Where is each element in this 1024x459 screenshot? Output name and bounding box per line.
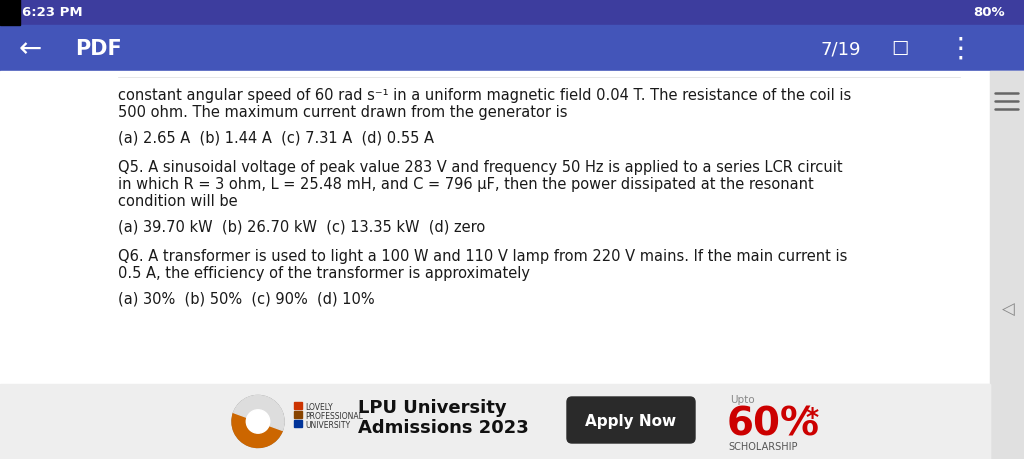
Circle shape [247,410,269,433]
Text: ⋮: ⋮ [946,35,974,63]
Bar [0,0,1024,26]
Circle shape [232,396,284,448]
Bar [710,384,990,459]
Text: 6:23 PM: 6:23 PM [22,6,83,19]
Text: 0.5 A, the efficiency of the transformer is approximately: 0.5 A, the efficiency of the transformer… [118,265,530,280]
Text: PDF: PDF [75,39,122,59]
Text: (a) 39.70 kW  (b) 26.70 kW  (c) 13.35 kW  (d) zero: (a) 39.70 kW (b) 26.70 kW (c) 13.35 kW (… [118,219,485,235]
Bar [990,72,1024,459]
FancyBboxPatch shape [567,397,695,443]
Text: in which R = 3 ohm, L = 25.48 mH, and C = 796 μF, then the power dissipated at t: in which R = 3 ohm, L = 25.48 mH, and C … [118,177,814,191]
Text: Q6. A transformer is used to light a 100 W and 110 V lamp from 220 V mains. If t: Q6. A transformer is used to light a 100… [118,248,848,263]
Text: condition will be: condition will be [118,194,238,208]
Bar [294,420,302,427]
Text: constant angular speed of 60 rad s⁻¹ in a uniform magnetic field 0.04 T. The res: constant angular speed of 60 rad s⁻¹ in … [118,88,851,103]
Text: (a) 30%  (b) 50%  (c) 90%  (d) 10%: (a) 30% (b) 50% (c) 90% (d) 10% [118,291,375,306]
Text: 80%: 80% [974,6,1005,19]
Text: *: * [806,405,819,429]
Text: 7/19: 7/19 [820,40,860,58]
Bar [294,411,302,418]
Text: 60%: 60% [727,405,820,443]
Text: UNIVERSITY: UNIVERSITY [305,420,350,429]
Bar [0,72,1024,459]
Text: Upto: Upto [730,394,755,404]
Wedge shape [233,396,284,431]
Bar [0,26,1024,72]
Bar [0,384,990,459]
Text: SCHOLARSHIP: SCHOLARSHIP [728,441,798,451]
Text: LPU University: LPU University [358,398,507,416]
Text: (a) 2.65 A  (b) 1.44 A  (c) 7.31 A  (d) 0.55 A: (a) 2.65 A (b) 1.44 A (c) 7.31 A (d) 0.5… [118,131,434,146]
Text: Q5. A sinusoidal voltage of peak value 283 V and frequency 50 Hz is applied to a: Q5. A sinusoidal voltage of peak value 2… [118,160,843,174]
Text: Apply Now: Apply Now [586,414,677,429]
Text: PROFESSIONAL: PROFESSIONAL [305,411,362,420]
Text: ◁: ◁ [1001,300,1015,318]
Bar [0,0,20,26]
Text: LOVELY: LOVELY [305,402,333,411]
Text: Admissions 2023: Admissions 2023 [358,418,528,436]
Text: 500 ohm. The maximum current drawn from the generator is: 500 ohm. The maximum current drawn from … [118,105,567,120]
Text: ←: ← [18,35,42,63]
Bar [294,402,302,409]
Text: ☐: ☐ [891,39,908,58]
Wedge shape [232,413,283,448]
